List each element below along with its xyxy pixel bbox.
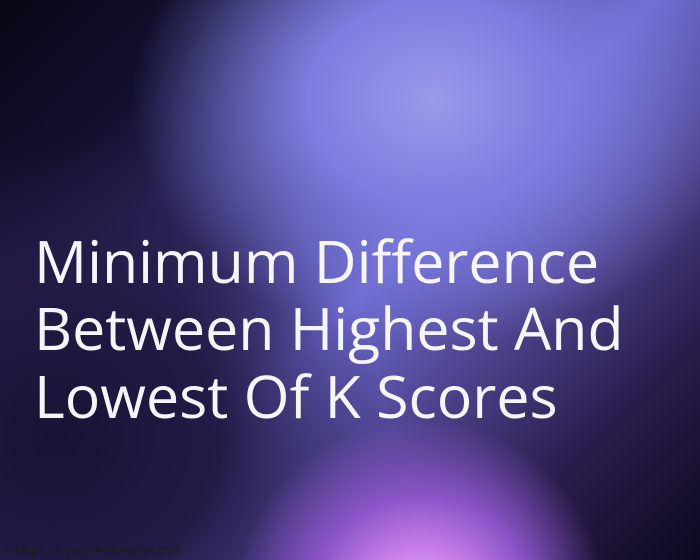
attribution-text: © https://freecodecompiler.com	[2, 541, 182, 558]
card-title: Minimum Difference Between Highest And L…	[34, 228, 672, 430]
